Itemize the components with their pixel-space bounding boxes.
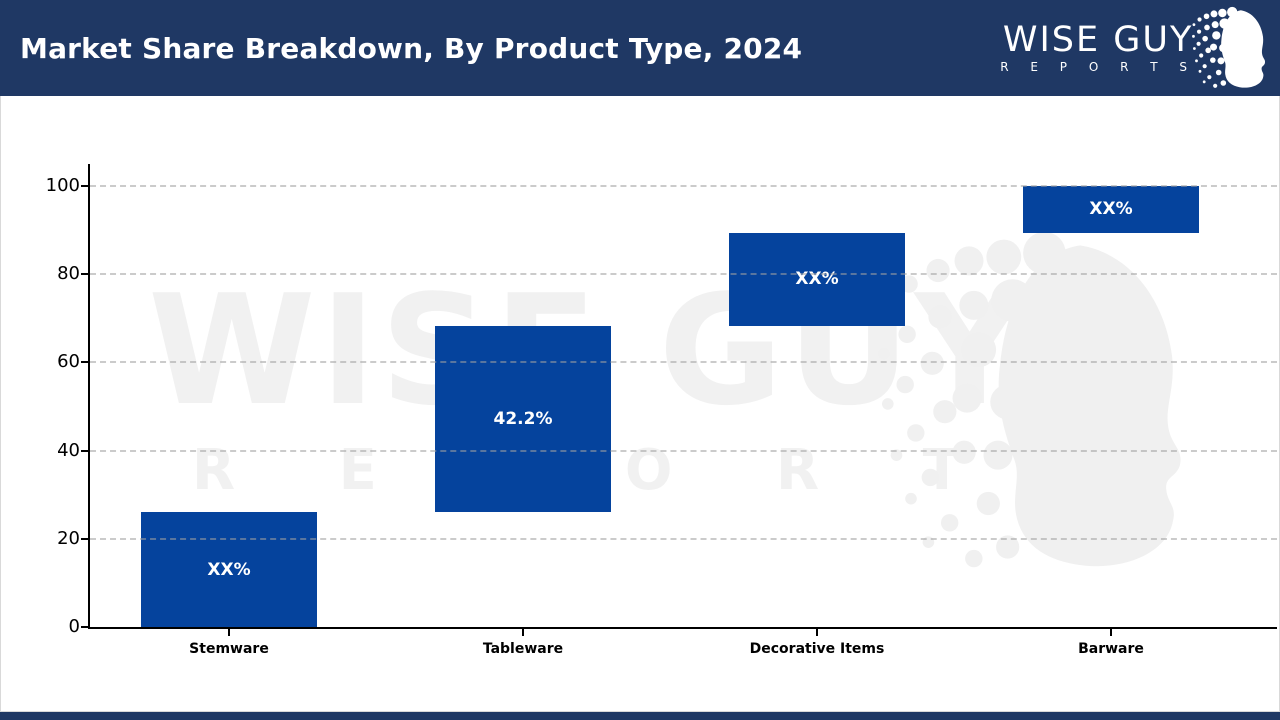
bar-value-label: XX% <box>207 559 251 580</box>
y-tick-label: 20 <box>57 527 80 549</box>
x-tick-mark <box>816 629 818 636</box>
x-tick-mark <box>522 629 524 636</box>
gridline <box>90 185 1277 187</box>
footer-band <box>0 712 1280 720</box>
y-tick-label: 40 <box>57 439 80 461</box>
gridline <box>90 273 1277 276</box>
gridline <box>90 449 1277 452</box>
y-tick-mark <box>81 449 88 452</box>
bar-value-label: XX% <box>1089 199 1133 220</box>
bar-stemware: XX% <box>141 512 317 627</box>
x-category-label: Stemware <box>189 641 269 657</box>
gridline <box>90 361 1277 364</box>
brand-subtitle: R E P O R T S <box>1000 60 1196 75</box>
bar-tableware: 42.2% <box>435 326 611 513</box>
brand-wordmark: WISE GUY R E P O R T S <box>1000 19 1196 75</box>
x-axis-line <box>88 627 1277 629</box>
y-tick-mark <box>81 361 88 364</box>
header-band: Market Share Breakdown, By Product Type,… <box>0 0 1280 96</box>
y-tick-label: 0 <box>68 616 80 637</box>
y-tick-mark <box>81 537 88 540</box>
chart-title: Market Share Breakdown, By Product Type,… <box>20 31 803 65</box>
brand-name: WISE GUY <box>1002 19 1194 60</box>
y-tick-label: 100 <box>45 175 80 196</box>
x-tick-mark <box>1110 629 1112 636</box>
x-category-label: Barware <box>1078 641 1144 657</box>
x-category-label: Tableware <box>482 641 564 657</box>
x-tick-mark <box>228 629 230 636</box>
gridline <box>90 537 1277 540</box>
brand-logo: WISE GUY R E P O R T S <box>1000 6 1266 90</box>
bar-decorative-items: XX% <box>729 232 905 327</box>
y-tick-mark <box>81 626 88 628</box>
y-axis-line <box>88 164 90 629</box>
bar-barware: XX% <box>1023 186 1199 233</box>
y-tick-label: 80 <box>57 263 80 285</box>
y-tick-label: 60 <box>57 351 80 373</box>
bottom-divider <box>0 711 1280 712</box>
y-tick-mark <box>81 273 88 276</box>
bar-value-label: 42.2% <box>493 409 553 430</box>
y-tick-mark <box>81 185 88 187</box>
x-category-label: Decorative Items <box>749 641 885 657</box>
